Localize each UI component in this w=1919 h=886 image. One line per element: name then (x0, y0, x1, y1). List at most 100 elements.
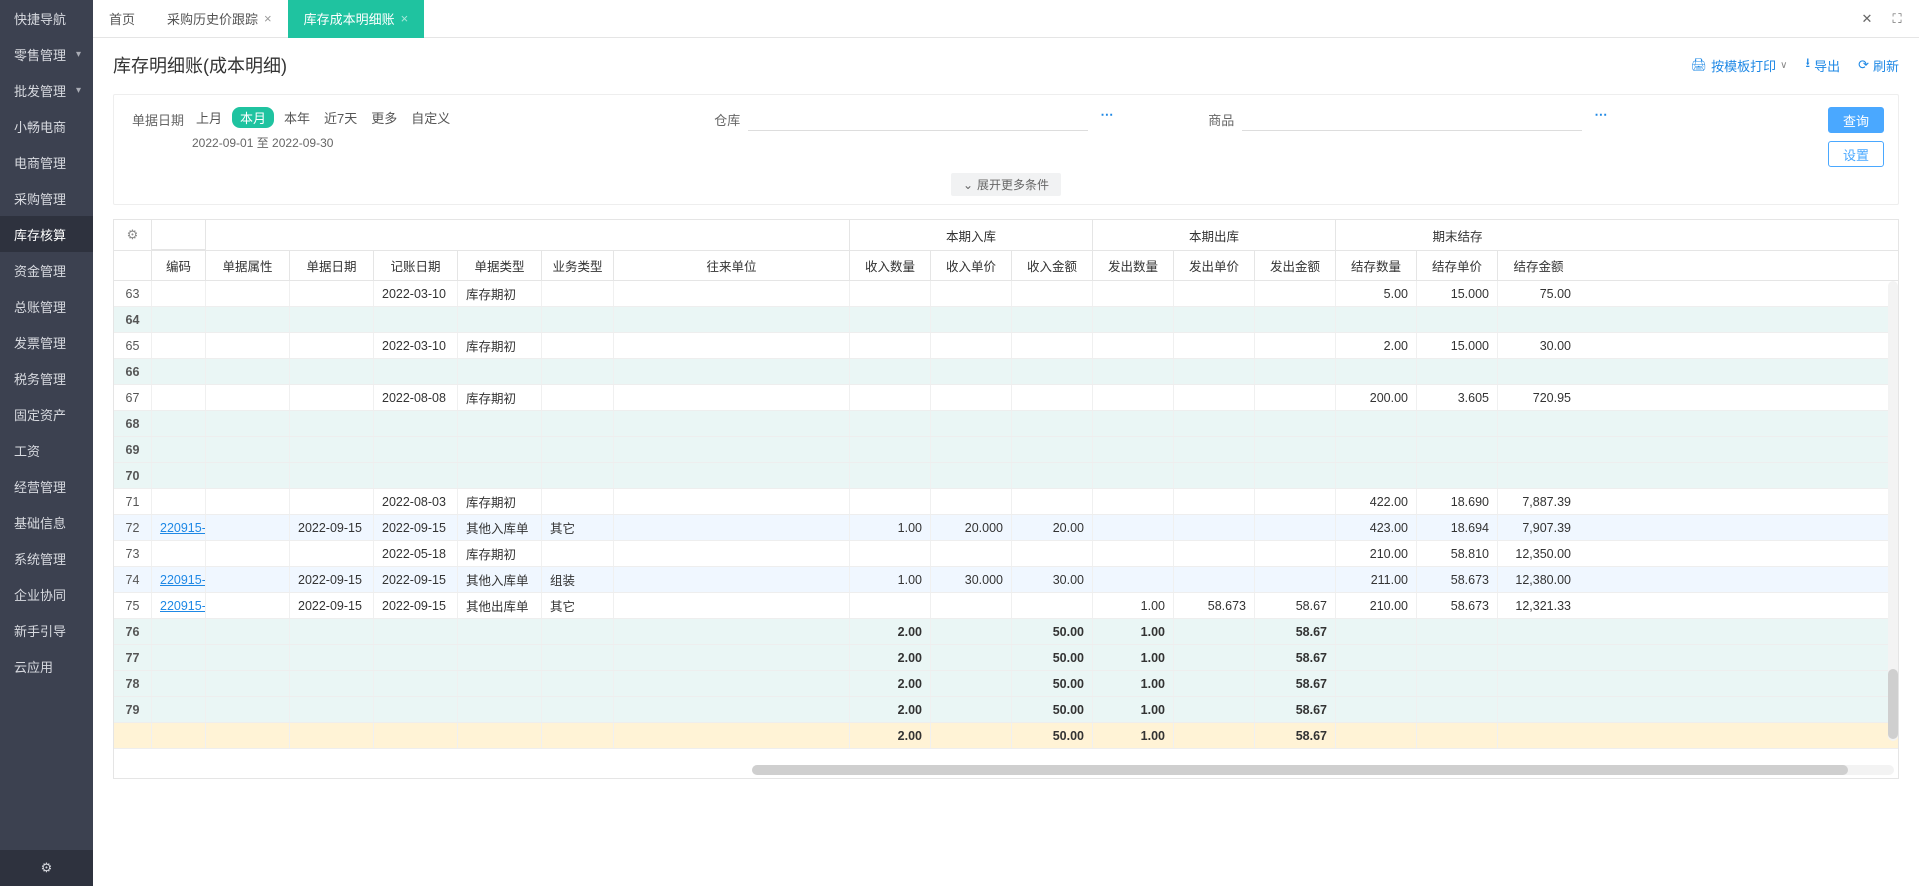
sidebar-item-5[interactable]: 采购管理 (0, 180, 93, 216)
date-opt-5[interactable]: 自定义 (407, 107, 454, 128)
col-header-4[interactable]: 单据类型 (458, 251, 542, 280)
table-row[interactable]: 672022-08-08库存期初200.003.605720.95 (114, 385, 1898, 411)
tab-2[interactable]: 库存成本明细账 × (288, 0, 425, 38)
date-opt-0[interactable]: 上月 (192, 107, 226, 128)
tab-label: 首页 (109, 9, 135, 28)
table-row[interactable]: 72220915-02022-09-152022-09-15其他入库单其它1.0… (114, 515, 1898, 541)
sidebar-item-8[interactable]: 总账管理 (0, 288, 93, 324)
table-row[interactable]: 732022-05-18库存期初210.0058.81012,350.00 (114, 541, 1898, 567)
table-row[interactable]: 64 (114, 307, 1898, 333)
date-opt-1[interactable]: 本月 (232, 107, 274, 128)
sidebar-item-4[interactable]: 电商管理 (0, 144, 93, 180)
fullscreen-icon[interactable]: ⛶ (1883, 11, 1911, 27)
sidebar-item-15[interactable]: 系统管理 (0, 540, 93, 576)
sidebar-item-3[interactable]: 小畅电商 (0, 108, 93, 144)
close-icon[interactable]: × (401, 11, 409, 26)
sidebar-item-label: 电商管理 (14, 153, 66, 172)
table-row[interactable]: 632022-03-10库存期初5.0015.00075.00 (114, 281, 1898, 307)
refresh-button[interactable]: ⟳ 刷新 (1858, 56, 1899, 75)
sidebar-item-label: 经营管理 (14, 477, 66, 496)
sidebar-item-9[interactable]: 发票管理 (0, 324, 93, 360)
close-all-tabs[interactable]: ✕ (1851, 3, 1883, 35)
sidebar-item-13[interactable]: 经营管理 (0, 468, 93, 504)
doc-link[interactable]: 220915-0 (160, 599, 206, 613)
warehouse-picker[interactable]: ⋯ (1096, 107, 1118, 123)
col-header-10[interactable]: 发出数量 (1093, 251, 1174, 280)
table-settings[interactable]: ⚙ (114, 220, 152, 250)
goods-picker[interactable]: ⋯ (1590, 107, 1612, 123)
col-header-15[interactable]: 结存金额 (1498, 251, 1579, 280)
table-row[interactable]: 2.0050.001.0058.67 (114, 723, 1898, 749)
settings-button[interactable]: 设置 (1828, 141, 1884, 167)
table-row[interactable]: 792.0050.001.0058.67 (114, 697, 1898, 723)
col-header-8[interactable]: 收入单价 (931, 251, 1012, 280)
sidebar-item-16[interactable]: 企业协同 (0, 576, 93, 612)
col-group-in: 本期入库 (850, 220, 1093, 250)
col-header-11[interactable]: 发出单价 (1174, 251, 1255, 280)
tab-label: 采购历史价跟踪 (167, 9, 258, 28)
sidebar-item-7[interactable]: 资金管理 (0, 252, 93, 288)
sidebar-item-label: 小畅电商 (14, 117, 66, 136)
tab-label: 库存成本明细账 (304, 9, 395, 28)
col-header-0[interactable]: 编码 (152, 251, 206, 280)
doc-link[interactable]: 220915-0 (160, 573, 206, 587)
sidebar-item-12[interactable]: 工资 (0, 432, 93, 468)
table-row[interactable]: 652022-03-10库存期初2.0015.00030.00 (114, 333, 1898, 359)
date-opt-2[interactable]: 本年 (280, 107, 314, 128)
row-index: 70 (114, 463, 152, 488)
query-button[interactable]: 查询 (1828, 107, 1884, 133)
col-header-12[interactable]: 发出金额 (1255, 251, 1336, 280)
sidebar-item-2[interactable]: 批发管理▾ (0, 72, 93, 108)
table-row[interactable]: 70 (114, 463, 1898, 489)
row-index: 72 (114, 515, 152, 540)
col-header-14[interactable]: 结存单价 (1417, 251, 1498, 280)
tab-bar: 首页 采购历史价跟踪 × 库存成本明细账 × ✕ ⛶ (93, 0, 1919, 38)
tab-1[interactable]: 采购历史价跟踪 × (151, 0, 288, 38)
sidebar-item-1[interactable]: 零售管理▾ (0, 36, 93, 72)
sidebar-item-14[interactable]: 基础信息 (0, 504, 93, 540)
sidebar-item-18[interactable]: 云应用 (0, 648, 93, 684)
sidebar-item-17[interactable]: 新手引导 (0, 612, 93, 648)
warehouse-input[interactable] (748, 107, 1088, 131)
doc-link[interactable]: 220915-0 (160, 521, 206, 535)
table-row[interactable]: 68 (114, 411, 1898, 437)
col-header-9[interactable]: 收入金额 (1012, 251, 1093, 280)
tab-0[interactable]: 首页 (93, 0, 151, 38)
row-index: 71 (114, 489, 152, 514)
col-header-2[interactable]: 单据日期 (290, 251, 374, 280)
table-row[interactable]: 712022-08-03库存期初422.0018.6907,887.39 (114, 489, 1898, 515)
date-filter-label: 单据日期 (128, 107, 184, 129)
col-header-6[interactable]: 往来单位 (614, 251, 850, 280)
sidebar-item-11[interactable]: 固定资产 (0, 396, 93, 432)
table-row[interactable]: 74220915-02022-09-152022-09-15其他入库单组装1.0… (114, 567, 1898, 593)
table-row[interactable]: 762.0050.001.0058.67 (114, 619, 1898, 645)
close-icon[interactable]: × (264, 11, 272, 26)
sidebar-item-label: 总账管理 (14, 297, 66, 316)
horizontal-scrollbar[interactable] (752, 765, 1894, 775)
sidebar-item-label: 资金管理 (14, 261, 66, 280)
sidebar-item-label: 库存核算 (14, 225, 66, 244)
table-row[interactable]: 69 (114, 437, 1898, 463)
export-button[interactable]: ⭳ 导出 (1806, 54, 1841, 76)
sidebar-item-0[interactable]: 快捷导航 (0, 0, 93, 36)
col-header-1[interactable]: 单据属性 (206, 251, 290, 280)
table-row[interactable]: 782.0050.001.0058.67 (114, 671, 1898, 697)
sidebar-item-6[interactable]: 库存核算 (0, 216, 93, 252)
table-row[interactable]: 75220915-02022-09-152022-09-15其他出库单其它1.0… (114, 593, 1898, 619)
col-header-3[interactable]: 记账日期 (374, 251, 458, 280)
vertical-scrollbar[interactable] (1888, 281, 1898, 741)
sidebar-settings[interactable]: ⚙ (0, 850, 93, 886)
print-button[interactable]: 🖨 按模板打印 ∨ (1691, 56, 1788, 75)
col-header-7[interactable]: 收入数量 (850, 251, 931, 280)
col-header-5[interactable]: 业务类型 (542, 251, 614, 280)
col-header-13[interactable]: 结存数量 (1336, 251, 1417, 280)
goods-input[interactable] (1242, 107, 1582, 131)
table-row[interactable]: 772.0050.001.0058.67 (114, 645, 1898, 671)
sidebar-item-10[interactable]: 税务管理 (0, 360, 93, 396)
date-opt-4[interactable]: 更多 (367, 107, 401, 128)
row-index: 68 (114, 411, 152, 436)
date-opt-3[interactable]: 近7天 (320, 107, 361, 128)
table-row[interactable]: 66 (114, 359, 1898, 385)
goods-label: 商品 (1178, 107, 1234, 129)
expand-filters[interactable]: ⌄ 展开更多条件 (951, 173, 1061, 196)
